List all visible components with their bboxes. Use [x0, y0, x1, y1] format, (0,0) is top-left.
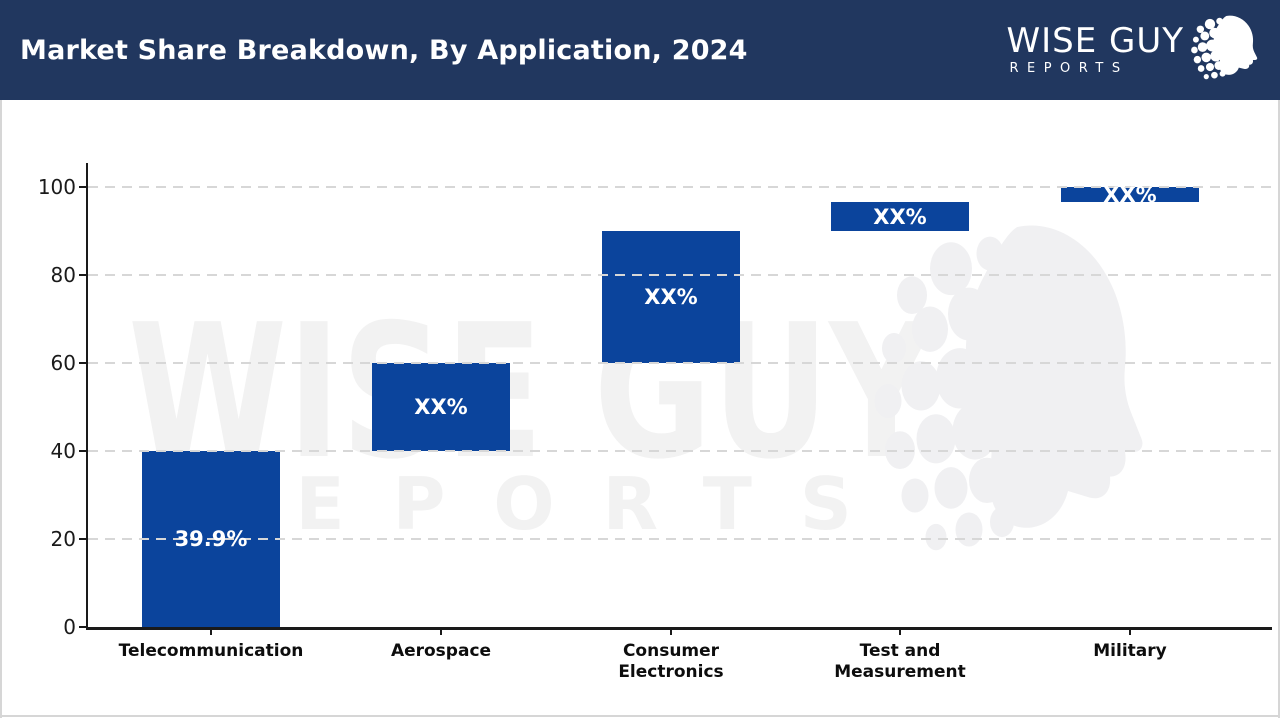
y-tick-label: 60 [50, 351, 76, 375]
gridline [88, 362, 1272, 364]
page-border-left [0, 100, 2, 718]
y-tick-label: 0 [63, 615, 76, 639]
x-axis-tick [440, 627, 442, 635]
x-category-label: Aerospace [390, 641, 492, 661]
page-border-right [1278, 100, 1280, 718]
y-axis-tick [79, 626, 88, 628]
brand-subtitle: REPORTS [1009, 61, 1129, 76]
y-tick-label: 100 [37, 175, 76, 199]
bar-aerospace [372, 363, 510, 452]
y-axis-tick [79, 274, 88, 276]
page-border-bottom [0, 715, 1280, 717]
bar-value-label: XX% [644, 285, 698, 309]
x-category-label: Military [1093, 641, 1167, 661]
bar-military [1061, 187, 1199, 203]
x-category-label: Telecommunication [118, 641, 304, 661]
brand-face-icon [1190, 10, 1264, 90]
gridline [88, 450, 1272, 452]
watermark-face-logo-icon [870, 212, 1170, 590]
bar-value-label: XX% [414, 395, 468, 420]
x-axis-tick [1129, 627, 1131, 635]
brand-logo: WISE GUY REPORTS [1006, 10, 1280, 90]
page-title: Market Share Breakdown, By Application, … [20, 34, 748, 66]
gridline [88, 538, 1272, 540]
y-tick-label: 20 [50, 527, 76, 551]
x-axis-tick [670, 627, 672, 635]
x-axis-tick [899, 627, 901, 635]
bar-value-label: XX% [873, 204, 927, 229]
watermark-reports-text: REPORTS [192, 462, 900, 546]
y-tick-label: 40 [50, 439, 76, 463]
brand-name: WISE GUY [1006, 21, 1184, 61]
y-axis-tick [79, 362, 88, 364]
x-category-label: Consumer Electronics [618, 641, 724, 682]
y-axis [86, 163, 88, 630]
header-bar: Market Share Breakdown, By Application, … [0, 0, 1280, 100]
gridline [88, 274, 1272, 276]
y-axis-tick [79, 186, 88, 188]
y-axis-tick [79, 450, 88, 452]
y-axis-tick [79, 538, 88, 540]
x-axis [86, 627, 1272, 630]
x-axis-tick [210, 627, 212, 635]
bar-consumer-electronics [602, 231, 740, 363]
gridline [88, 186, 1272, 188]
bar-value-label: 39.9% [174, 527, 248, 552]
y-tick-label: 80 [50, 263, 76, 287]
bar-test-and-measurement [831, 202, 969, 231]
x-category-label: Test and Measurement [834, 641, 966, 682]
bar-value-label: XX% [1103, 182, 1157, 207]
